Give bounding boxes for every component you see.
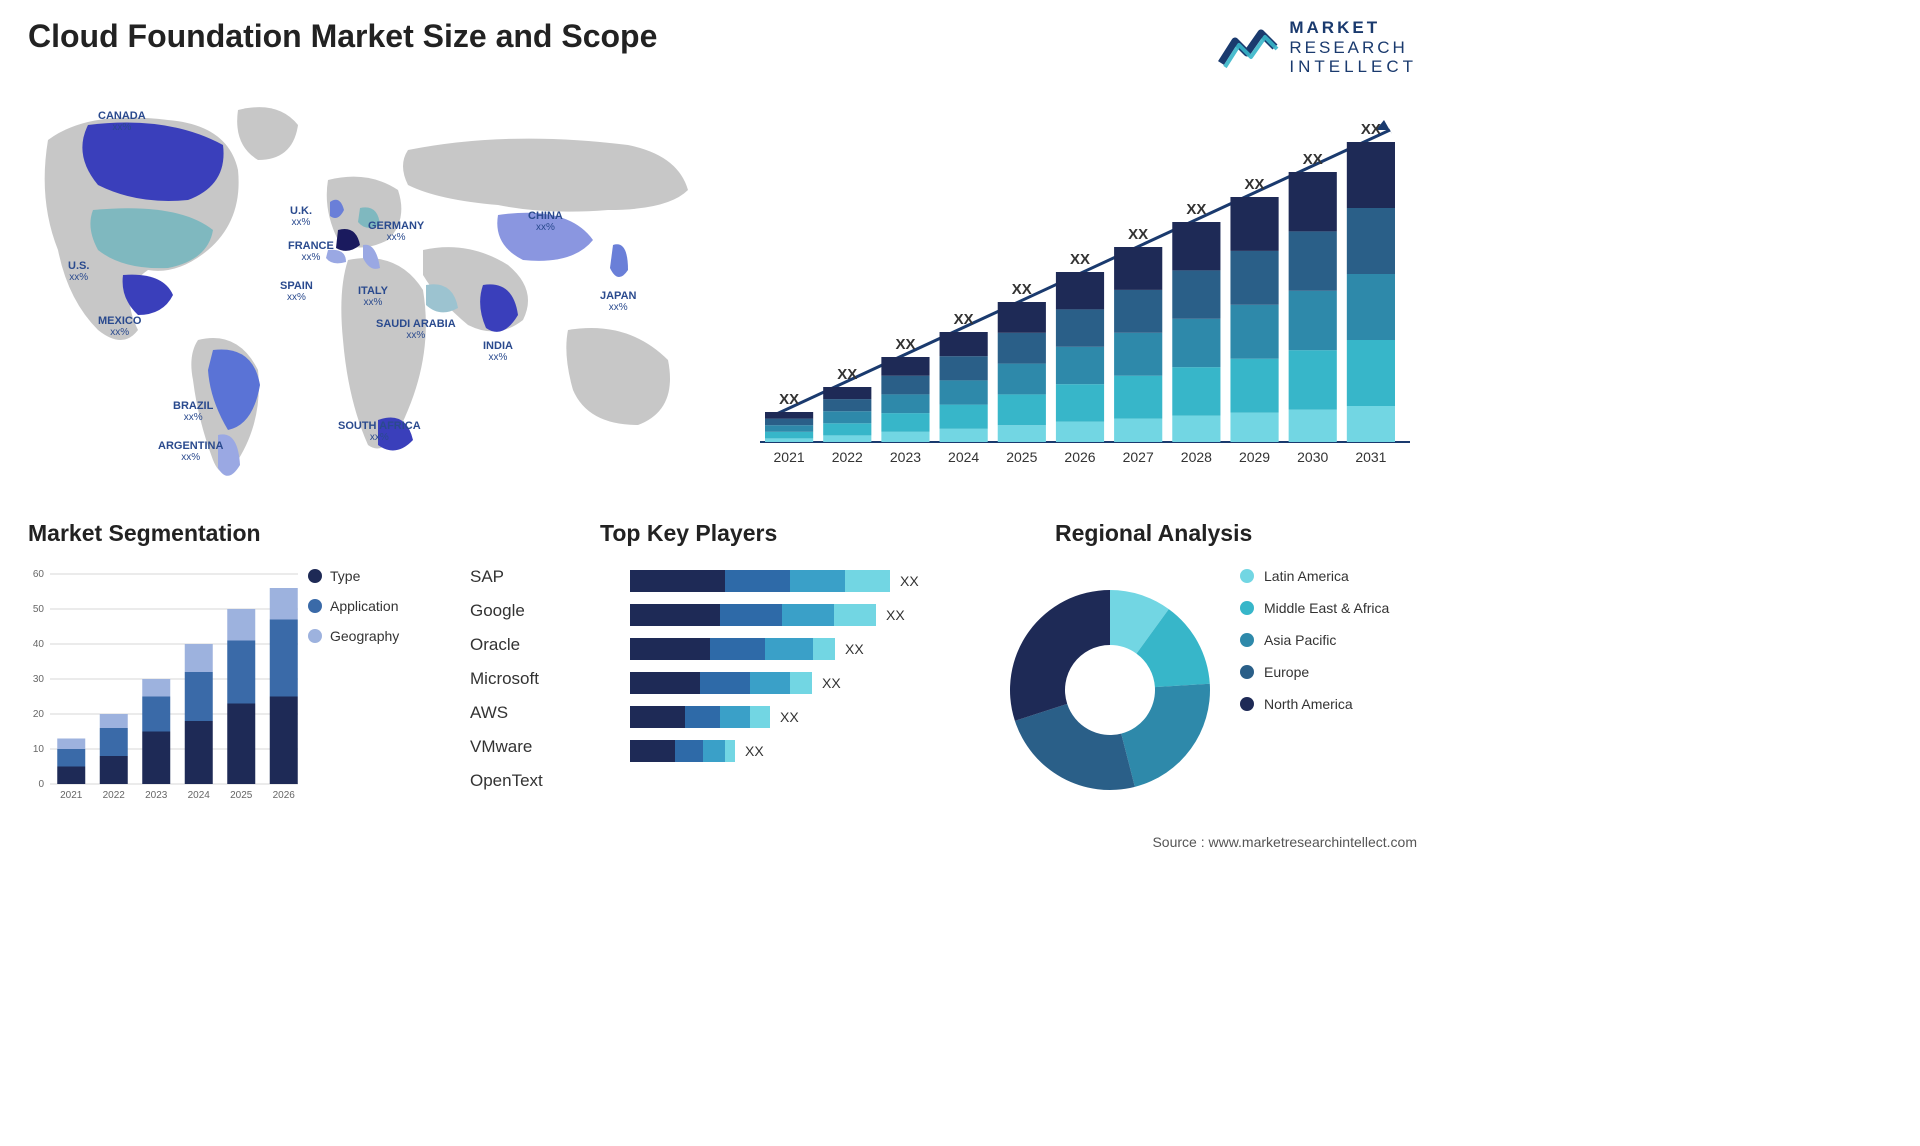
svg-text:2025: 2025 (230, 790, 253, 801)
key-player-bar-row: XX (630, 638, 950, 660)
map-label: GERMANYxx% (368, 220, 424, 243)
region-legend-item: North America (1240, 696, 1389, 712)
region-legend-item: Latin America (1240, 568, 1389, 584)
svg-text:2026: 2026 (1064, 449, 1095, 465)
segmentation-legend: Type Application Geography (308, 568, 399, 658)
key-player-item: SAP (470, 560, 543, 594)
svg-text:2022: 2022 (103, 790, 126, 801)
key-player-item: AWS (470, 696, 543, 730)
page-title: Cloud Foundation Market Size and Scope (28, 18, 657, 55)
map-label: INDIAxx% (483, 340, 513, 363)
svg-text:10: 10 (33, 744, 45, 755)
svg-text:2029: 2029 (1239, 449, 1270, 465)
map-label: SAUDI ARABIAxx% (376, 318, 456, 341)
map-label: FRANCExx% (288, 240, 334, 263)
svg-text:2025: 2025 (1006, 449, 1037, 465)
map-label: CANADAxx% (98, 110, 146, 133)
segmentation-title: Market Segmentation (28, 520, 458, 547)
key-players-bars: XX XX XX XX XX XX (630, 570, 950, 774)
svg-text:XX: XX (1303, 151, 1323, 168)
svg-text:2026: 2026 (273, 790, 296, 801)
legend-item: Geography (308, 628, 399, 644)
region-legend-item: Asia Pacific (1240, 632, 1389, 648)
key-players-list: SAPGoogleOracleMicrosoftAWSVMwareOpenTex… (470, 560, 543, 798)
regional-section: Regional Analysis Latin America Middle Ea… (1000, 520, 1430, 820)
svg-text:XX: XX (1070, 251, 1090, 268)
svg-text:2023: 2023 (145, 790, 168, 801)
map-label: ITALYxx% (358, 285, 388, 308)
key-player-bar-row: XX (630, 672, 950, 694)
key-players-title: Top Key Players (600, 520, 777, 547)
growth-bar-chart: XX 2021 XX 2022 XX 2023 XX 2024 XX 2025 XX 2026 XX 20… (740, 100, 1420, 480)
svg-text:XX: XX (1128, 226, 1148, 243)
map-label: U.S.xx% (68, 260, 89, 283)
map-label: ARGENTINAxx% (158, 440, 223, 463)
svg-text:XX: XX (779, 391, 799, 408)
svg-text:2021: 2021 (774, 449, 805, 465)
svg-text:30: 30 (33, 674, 45, 685)
svg-text:20: 20 (33, 709, 45, 720)
svg-text:2027: 2027 (1123, 449, 1154, 465)
svg-text:0: 0 (38, 779, 44, 790)
svg-text:40: 40 (33, 639, 45, 650)
svg-text:XX: XX (1186, 201, 1206, 218)
brand-logo: MARKET RESEARCH INTELLECT (1217, 18, 1417, 77)
logo-line3: INTELLECT (1289, 57, 1417, 77)
svg-text:60: 60 (33, 569, 45, 580)
key-player-item: Microsoft (470, 662, 543, 696)
segmentation-section: Market Segmentation 0 10 20 30 40 50 60 2021 202… (28, 520, 458, 820)
key-player-bar-row: XX (630, 740, 950, 762)
key-player-item: Google (470, 594, 543, 628)
map-label: CHINAxx% (528, 210, 563, 233)
svg-text:XX: XX (895, 336, 915, 353)
key-player-item: VMware (470, 730, 543, 764)
region-legend-item: Middle East & Africa (1240, 600, 1389, 616)
regional-donut-svg (1000, 550, 1220, 810)
svg-text:2021: 2021 (60, 790, 83, 801)
logo-line1: MARKET (1289, 18, 1417, 38)
source-label: Source : www.marketresearchintellect.com (1152, 834, 1417, 850)
svg-text:XX: XX (1245, 176, 1265, 193)
svg-text:2031: 2031 (1355, 449, 1386, 465)
map-label: U.K.xx% (290, 205, 312, 228)
world-map: CANADAxx% U.S.xx% MEXICOxx% BRAZILxx% ARGENT… (28, 90, 708, 490)
svg-text:XX: XX (954, 311, 974, 328)
svg-text:XX: XX (837, 366, 857, 383)
map-label: SPAINxx% (280, 280, 313, 303)
map-label: JAPANxx% (600, 290, 636, 313)
legend-item: Application (308, 598, 399, 614)
svg-text:2028: 2028 (1181, 449, 1212, 465)
key-player-bar-row: XX (630, 604, 950, 626)
svg-text:XX: XX (1012, 281, 1032, 298)
legend-item: Type (308, 568, 399, 584)
regional-legend: Latin America Middle East & Africa Asia Pa… (1240, 568, 1389, 728)
segmentation-chart-svg: 0 10 20 30 40 50 60 2021 2022 2023 2024 2025 2026 (28, 554, 298, 804)
svg-text:2024: 2024 (188, 790, 211, 801)
region-legend-item: Europe (1240, 664, 1389, 680)
svg-text:XX: XX (1361, 121, 1381, 138)
svg-text:2023: 2023 (890, 449, 921, 465)
logo-mark-icon (1217, 23, 1279, 71)
map-label: BRAZILxx% (173, 400, 213, 423)
map-label: MEXICOxx% (98, 315, 141, 338)
map-label: SOUTH AFRICAxx% (338, 420, 421, 443)
svg-text:2030: 2030 (1297, 449, 1328, 465)
logo-line2: RESEARCH (1289, 38, 1417, 58)
key-players-section: Top Key Players SAPGoogleOracleMicrosoft… (470, 520, 970, 820)
svg-text:2024: 2024 (948, 449, 979, 465)
growth-chart-svg: XX 2021 XX 2022 XX 2023 XX 2024 XX 2025 XX 2026 XX 20… (740, 100, 1420, 480)
regional-title: Regional Analysis (1055, 520, 1252, 547)
key-player-item: Oracle (470, 628, 543, 662)
svg-text:2022: 2022 (832, 449, 863, 465)
key-player-item: OpenText (470, 764, 543, 798)
key-player-bar-row: XX (630, 570, 950, 592)
svg-text:50: 50 (33, 604, 45, 615)
key-player-bar-row: XX (630, 706, 950, 728)
